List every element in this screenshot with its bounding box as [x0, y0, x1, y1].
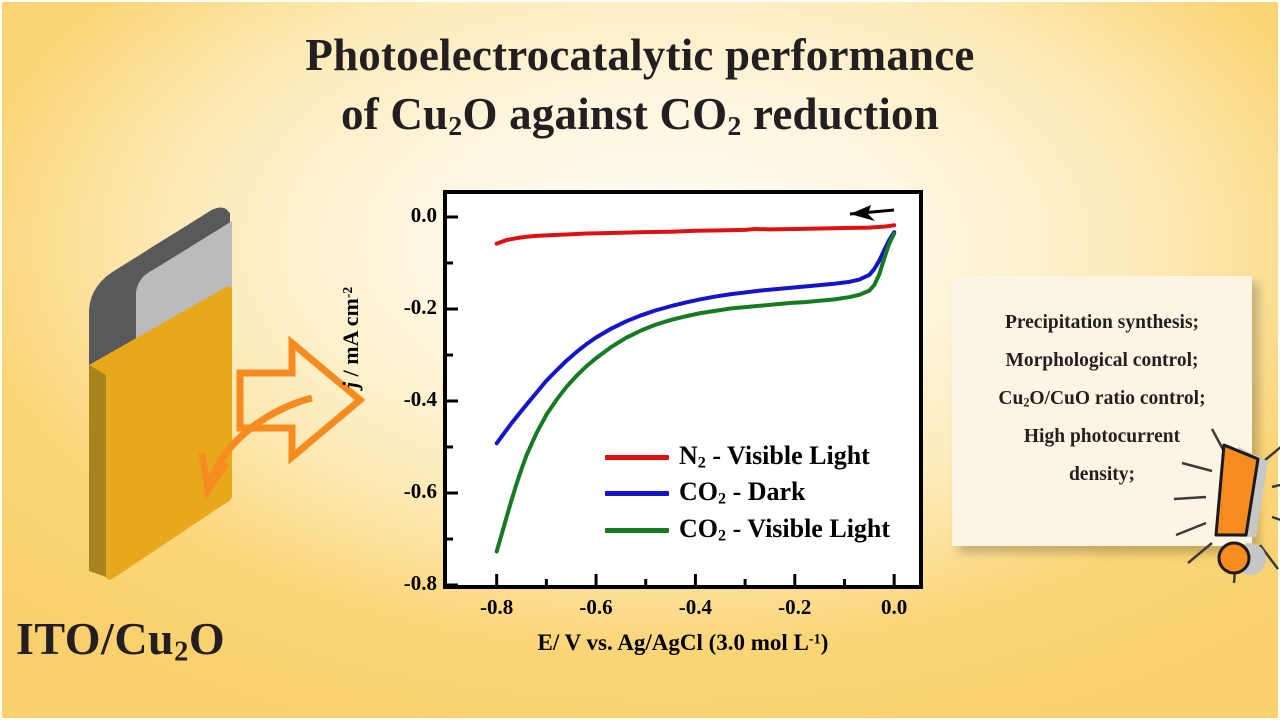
chart-legend: N2 - Visible Light CO2 - Dark CO2 - Visi… — [605, 442, 890, 545]
electrode-illustration — [40, 185, 380, 635]
legend-label-n2: N2 - Visible Light — [679, 441, 870, 472]
legend-swatch-co2-light — [605, 527, 669, 533]
cu2o-front-face — [89, 286, 232, 580]
exclamation-glyph — [1214, 443, 1260, 575]
legend-label-co2-light: CO2 - Visible Light — [679, 513, 891, 545]
highlight-line: Cu2O/CuO ratio control; — [998, 388, 1206, 410]
orange-curved-arrow — [198, 335, 366, 500]
highlight-line: Precipitation synthesis; — [1004, 312, 1200, 333]
x-axis-label: E/ V vs. Ag/AgCl (3.0 mol L-1) — [537, 630, 829, 655]
title-line-2: of Cu2O against CO2 reduction — [341, 89, 939, 143]
curve-co-dark — [494, 230, 897, 446]
y-tick-label: -0.2 — [403, 295, 437, 319]
legend-item: CO2 - Dark — [605, 478, 890, 508]
highlight-line: High photocurrent — [1023, 426, 1181, 448]
polarization-curve-chart: j / mA cm-2 N2 - Visible Light CO2 - — [338, 178, 942, 670]
y-tick-label: -0.8 — [403, 571, 437, 595]
legend-swatch-co2-dark — [605, 491, 669, 497]
plot-frame: N2 - Visible Light CO2 - Dark CO2 - Visi… — [443, 190, 923, 589]
legend-item: N2 - Visible Light — [605, 442, 890, 472]
highlights-list: Precipitation synthesis; Morphological co… — [952, 276, 1252, 494]
y-tick-label: 0.0 — [410, 203, 437, 227]
x-tick-label: -0.8 — [480, 595, 514, 619]
highlights-card: Precipitation synthesis; Morphological co… — [952, 276, 1252, 546]
x-tick-label: -0.4 — [678, 595, 713, 619]
legend-swatch-n2 — [605, 454, 669, 460]
scan-direction-arrow — [849, 205, 895, 221]
x-tick-label: -0.6 — [579, 595, 613, 619]
plot-area — [447, 205, 897, 585]
highlight-line: density; — [1068, 464, 1136, 486]
title-line-1: Photoelectrocatalytic performance — [305, 30, 975, 80]
y-tick-label: -0.4 — [403, 387, 437, 411]
highlight-line: Morphological control; — [1005, 350, 1199, 372]
curve-n-visible-light — [494, 223, 897, 246]
burst-rays — [1173, 428, 1280, 584]
page-title: Photoelectrocatalytic performance of Cu2… — [0, 26, 1280, 146]
y-tick-label: -0.6 — [403, 479, 437, 503]
ito-cu2o-label: ITO/Cu2O — [16, 613, 226, 668]
x-tick-label: -0.2 — [778, 595, 812, 619]
exclamation-mark-icon — [1168, 425, 1280, 585]
x-tick-label: 0.0 — [881, 595, 908, 619]
curve-co-visible-light — [494, 231, 897, 554]
legend-label-co2-dark: CO2 - Dark — [679, 477, 806, 508]
legend-item: CO2 - Visible Light — [605, 515, 890, 545]
